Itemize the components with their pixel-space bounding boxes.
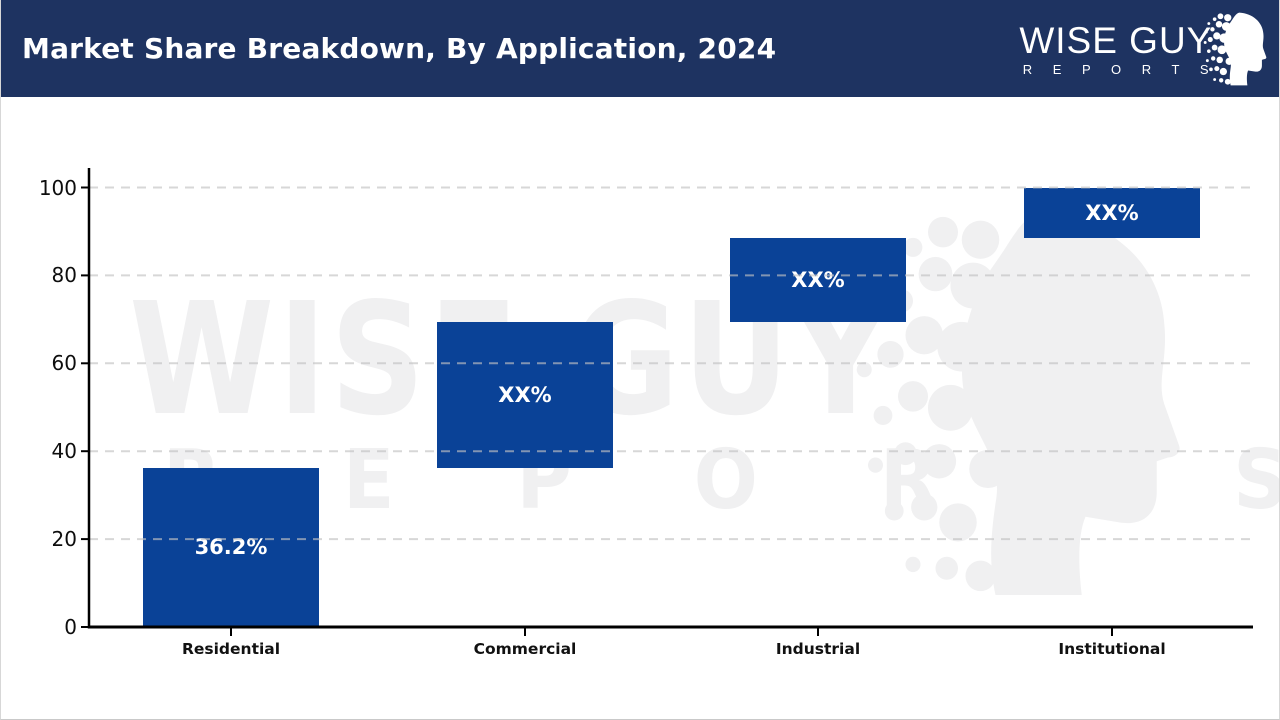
head-profile-icon (1203, 12, 1267, 86)
y-tick-label: 100 (38, 175, 77, 200)
bar-residential: 36.2% (143, 467, 319, 627)
bar-value-label: XX% (498, 382, 552, 407)
logo-wordmark: WISE GUY (1019, 19, 1213, 61)
x-category-label: Institutional (1058, 640, 1166, 658)
y-tick-label: 80 (51, 263, 77, 288)
y-tick-label: 20 (51, 527, 77, 552)
bar-value-label: 36.2% (194, 535, 268, 560)
y-tick-label: 60 (51, 351, 77, 376)
y-tick-label: 40 (51, 439, 77, 464)
y-tick-label: 0 (64, 615, 77, 639)
bar-industrial: XX% (730, 237, 906, 322)
bar-institutional: XX% (1024, 187, 1200, 238)
logo-subtitle: R E P O R T S (1022, 61, 1217, 77)
wise-guy-reports-logo: WISE GUY R E P O R T S (1015, 5, 1267, 93)
bar-value-label: XX% (1085, 200, 1139, 225)
bar-value-label: XX% (791, 267, 845, 292)
page-title: Market Share Breakdown, By Application, … (22, 32, 777, 65)
x-category-label: Residential (181, 640, 281, 658)
header-band: Market Share Breakdown, By Application, … (1, 0, 1279, 97)
x-category-label: Industrial (775, 640, 861, 658)
logo-text: WISE GUY R E P O R T S (1015, 22, 1217, 77)
bar-commercial: XX% (437, 321, 613, 468)
x-category-label: Commercial (473, 640, 577, 658)
